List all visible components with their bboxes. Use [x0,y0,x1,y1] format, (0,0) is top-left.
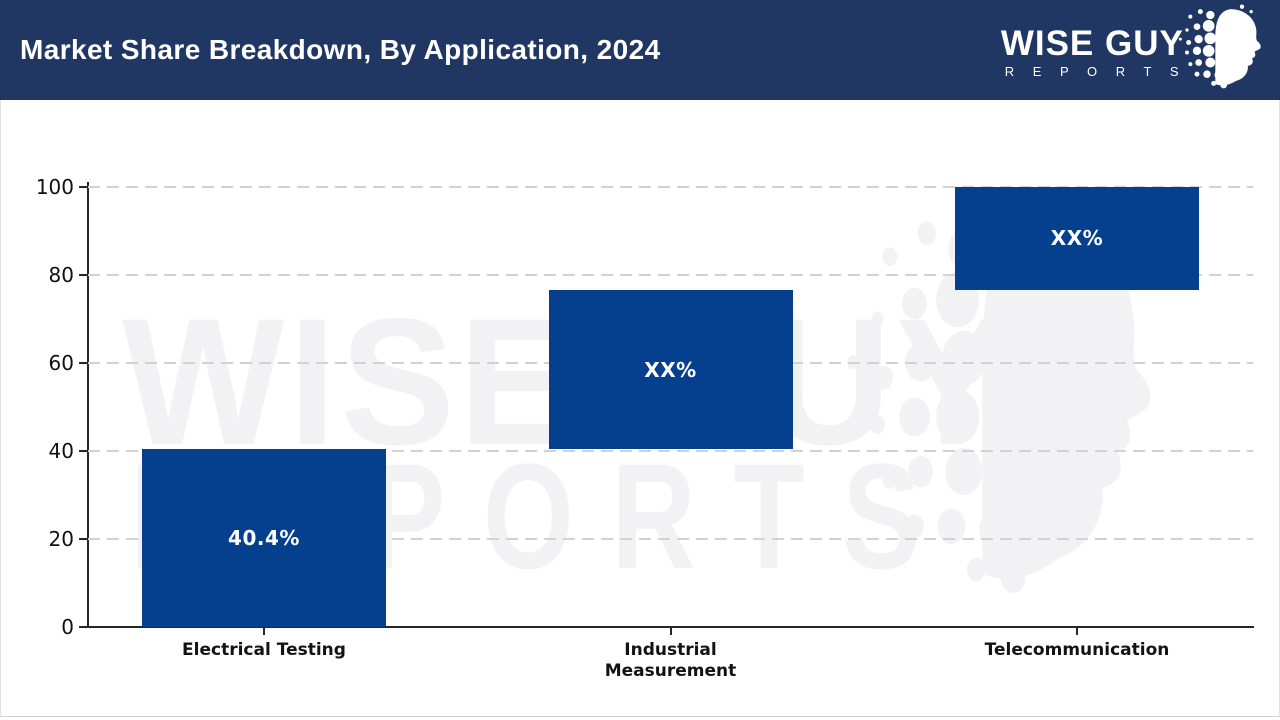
bar-value-label: XX% [644,357,697,382]
x-tick-mark-0 [263,628,265,635]
brand-logo-line2: R E P O R T S [1004,64,1186,79]
x-category-line: Electrical Testing [182,640,346,660]
y-tick-mark-20 [79,538,87,540]
y-tick-label: 80 [48,263,74,287]
y-tick-label: 40 [48,439,74,463]
bar-value-label: XX% [1050,226,1104,251]
x-category-line: Telecommunication [984,640,1170,660]
bar-segment-1: XX% [548,289,793,450]
y-tick-label: 100 [35,175,74,199]
y-tick-mark-80 [79,274,87,276]
y-tick-mark-0 [79,626,87,628]
brand-logo: WISE GUY R E P O R T S [999,4,1272,100]
bar-segment-2: XX% [955,187,1199,290]
header-band: Market Share Breakdown, By Application, … [0,0,1280,100]
x-tick-mark-2 [1076,628,1078,635]
x-category-line: Measurement [604,661,737,681]
x-tick-mark-1 [669,628,672,635]
brand-logo-line1: WISE GUY [1000,24,1184,63]
y-tick-label: 20 [48,527,74,551]
brand-face-icon [1172,4,1272,100]
page-title: Market Share Breakdown, By Application, … [20,34,661,65]
gridline-20 [88,538,1253,540]
y-tick-mark-40 [79,450,87,452]
y-tick-mark-100 [79,186,87,188]
x-category-line: Industrial [624,640,717,660]
x-category-label-0: Electrical Testing [94,640,434,661]
gridline-100 [88,186,1253,188]
x-category-label-1: Industrial Measurement [501,640,841,682]
y-tick-mark-60 [79,362,87,364]
y-tick-label: 0 [61,615,74,639]
bar-segment-0: 40.4% [142,449,386,627]
x-category-label-2: Telecommunication [907,640,1247,661]
gridline-80 [88,274,1253,276]
gridline-40 [88,450,1253,452]
bar-value-label: 40.4% [228,526,300,551]
y-tick-label: 60 [48,351,74,375]
x-axis-line [87,626,1254,628]
brand-logo-text: WISE GUY R E P O R T S [999,24,1186,80]
y-axis-line [87,182,89,628]
